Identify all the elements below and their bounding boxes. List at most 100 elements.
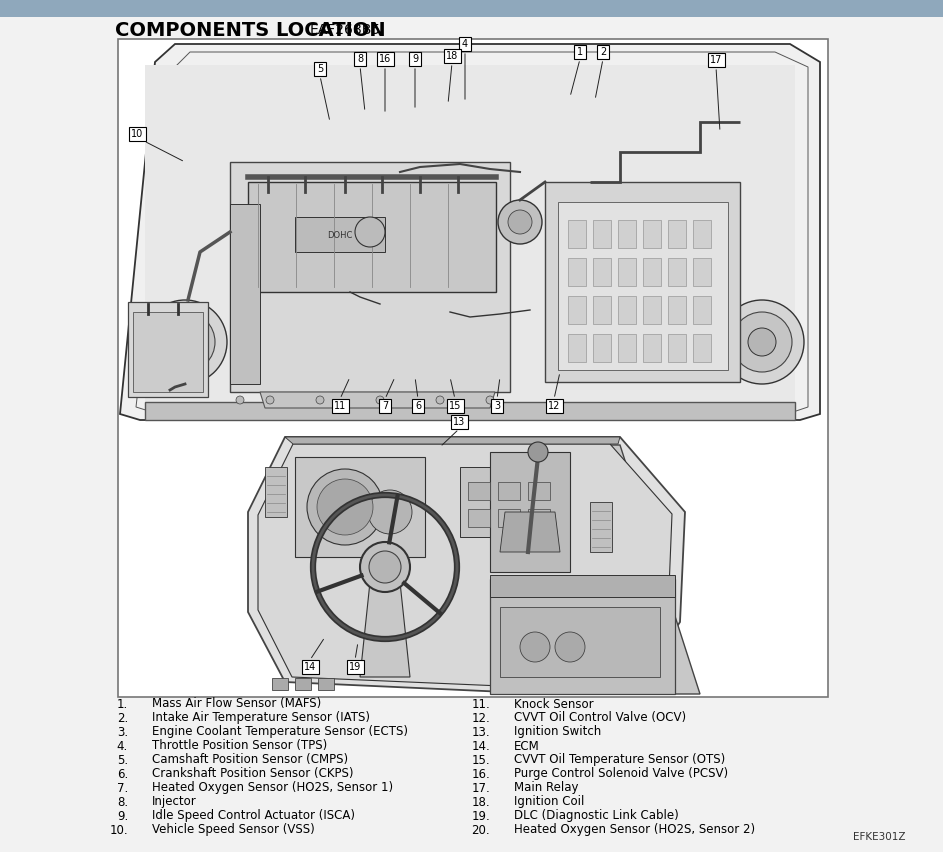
Bar [295,457,425,557]
Circle shape [732,312,792,372]
Bar [590,502,612,552]
Text: 4: 4 [462,39,468,49]
Circle shape [498,200,542,244]
Text: 14: 14 [304,662,316,672]
FancyBboxPatch shape [443,49,460,63]
Text: 9.: 9. [117,809,128,822]
Circle shape [520,632,550,662]
Text: EFKE301Z: EFKE301Z [852,832,905,842]
Text: 17: 17 [710,55,722,65]
Text: 2: 2 [600,47,606,57]
Bar [295,217,385,252]
Text: DLC (Diagnostic Link Cable): DLC (Diagnostic Link Cable) [514,809,679,822]
Text: 10.: 10. [109,824,128,837]
FancyBboxPatch shape [376,52,393,66]
FancyBboxPatch shape [707,53,724,67]
Text: Idle Speed Control Actuator (ISCA): Idle Speed Control Actuator (ISCA) [152,809,355,822]
FancyBboxPatch shape [545,399,563,413]
Circle shape [266,396,274,404]
Text: Camshaft Position Sensor (CMPS): Camshaft Position Sensor (CMPS) [152,753,348,767]
Bar [230,162,510,392]
Text: Engine Coolant Temperature Sensor (ECTS): Engine Coolant Temperature Sensor (ECTS) [152,726,408,739]
Text: EAF268B5: EAF268B5 [310,23,381,37]
Text: Ignition Switch: Ignition Switch [514,726,602,739]
FancyBboxPatch shape [128,127,145,141]
Circle shape [355,217,385,247]
Bar [468,482,490,500]
Bar [272,678,288,690]
Bar [500,607,660,677]
Text: 14.: 14. [472,740,490,752]
Text: 8.: 8. [117,796,128,809]
Bar [643,334,661,362]
FancyBboxPatch shape [346,660,363,674]
Bar [498,482,520,500]
Bar [668,258,686,286]
Text: Heated Oxygen Sensor (HO2S, Sensor 2): Heated Oxygen Sensor (HO2S, Sensor 2) [514,824,755,837]
FancyBboxPatch shape [451,415,468,429]
Text: DOHC: DOHC [327,231,353,239]
Bar [118,39,828,697]
Bar [295,678,311,690]
Bar [568,220,586,248]
Bar [593,220,611,248]
Bar [643,296,661,324]
Circle shape [317,479,373,535]
Text: 18: 18 [446,51,458,61]
Bar [490,575,675,597]
Polygon shape [500,512,560,552]
Text: 12: 12 [548,401,560,411]
FancyBboxPatch shape [597,45,609,59]
Circle shape [376,396,384,404]
Circle shape [143,300,227,384]
Bar [0,0,943,17]
Bar [133,312,203,392]
Text: 6.: 6. [117,768,128,780]
Bar [318,678,334,690]
Text: 11.: 11. [472,698,490,711]
Text: Knock Sensor: Knock Sensor [514,698,594,711]
Text: 11: 11 [334,401,346,411]
FancyBboxPatch shape [446,399,464,413]
Text: 7.: 7. [117,781,128,795]
Bar [528,482,550,500]
Text: 15.: 15. [472,753,490,767]
Text: 13.: 13. [472,726,490,739]
Text: Crankshaft Position Sensor (CKPS): Crankshaft Position Sensor (CKPS) [152,768,354,780]
Text: 13: 13 [453,417,465,427]
Text: 12.: 12. [472,711,490,724]
Bar [693,258,711,286]
Bar [693,296,711,324]
Text: 7: 7 [382,401,389,411]
Text: 19: 19 [349,662,361,672]
FancyBboxPatch shape [412,399,424,413]
Bar [668,220,686,248]
Bar [593,296,611,324]
Text: CVVT Oil Temperature Sensor (OTS): CVVT Oil Temperature Sensor (OTS) [514,753,725,767]
Text: CVVT Oil Control Valve (OCV): CVVT Oil Control Valve (OCV) [514,711,687,724]
Text: Throttle Position Sensor (TPS): Throttle Position Sensor (TPS) [152,740,327,752]
Bar [693,220,711,248]
Text: 16: 16 [379,54,391,64]
Bar [558,202,728,370]
Bar [265,467,287,517]
Bar [568,258,586,286]
Text: Intake Air Temperature Sensor (IATS): Intake Air Temperature Sensor (IATS) [152,711,370,724]
FancyBboxPatch shape [490,399,504,413]
FancyBboxPatch shape [314,62,326,76]
Text: COMPONENTS LOCATION: COMPONENTS LOCATION [115,20,386,39]
FancyBboxPatch shape [379,399,391,413]
Polygon shape [260,392,495,408]
Bar [668,334,686,362]
Polygon shape [478,445,700,694]
Bar [668,296,686,324]
Bar [545,182,740,382]
Bar [643,258,661,286]
Circle shape [236,396,244,404]
Circle shape [555,632,585,662]
Text: 10: 10 [131,129,143,139]
Text: Mass Air Flow Sensor (MAFS): Mass Air Flow Sensor (MAFS) [152,698,322,711]
Bar [568,296,586,324]
Circle shape [155,312,215,372]
Polygon shape [360,582,410,677]
